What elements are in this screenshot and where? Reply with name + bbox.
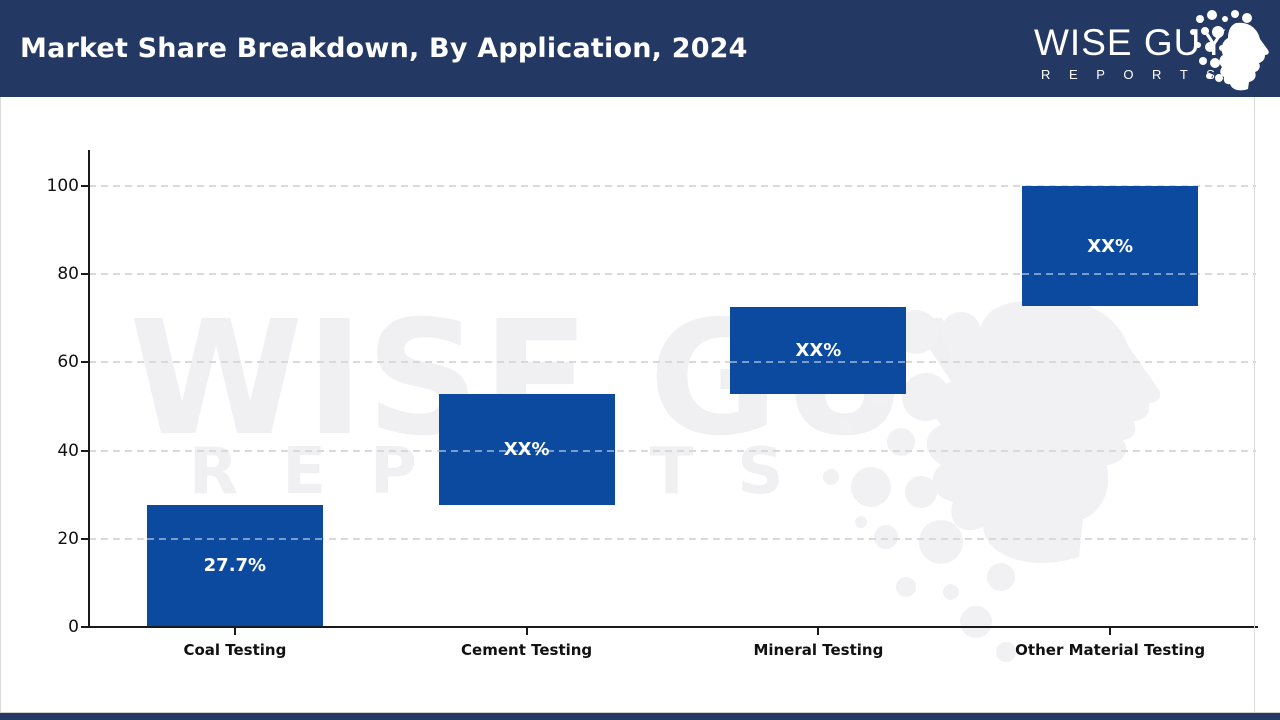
logo-wordmark: WISE GUY bbox=[1034, 22, 1227, 63]
gridline-over-bar bbox=[1022, 273, 1199, 276]
brand-logo: WISE GUY R E P O R T S bbox=[1034, 10, 1269, 91]
x-tick-mark bbox=[817, 628, 820, 635]
bar-value-label: XX% bbox=[503, 438, 550, 460]
logo-subtext: R E P O R T S bbox=[1041, 67, 1222, 82]
y-tick-label: 20 bbox=[57, 528, 79, 549]
y-tick-label: 60 bbox=[57, 352, 79, 373]
gridline bbox=[89, 361, 1256, 364]
header: Market Share Breakdown, By Application, … bbox=[0, 0, 1280, 97]
bar-value-label: XX% bbox=[1087, 235, 1134, 257]
bar-segment: XX% bbox=[730, 307, 907, 395]
panel-border bbox=[1254, 97, 1255, 712]
y-tick-label: 80 bbox=[57, 264, 79, 285]
y-tick-mark bbox=[81, 361, 88, 364]
x-category-label: Other Material Testing bbox=[1015, 641, 1206, 659]
y-tick-mark bbox=[81, 273, 88, 276]
gridline-over-bar bbox=[730, 361, 907, 364]
footer-bar bbox=[0, 712, 1280, 720]
x-tick-mark bbox=[1109, 628, 1112, 635]
y-tick-label: 100 bbox=[46, 176, 79, 196]
bar-segment: XX% bbox=[438, 394, 615, 505]
x-tick-mark bbox=[233, 628, 236, 635]
chart-title: Market Share Breakdown, By Application, … bbox=[20, 33, 748, 64]
y-tick-mark bbox=[81, 449, 88, 452]
y-tick-label: 40 bbox=[57, 440, 79, 461]
y-tick-mark bbox=[81, 185, 88, 187]
gridline bbox=[89, 273, 1256, 276]
logo-dot-head-icon bbox=[1190, 10, 1269, 91]
plot-area: 27.7% XX% XX% XX% bbox=[89, 185, 1256, 627]
y-axis-line bbox=[88, 150, 90, 628]
bar-value-label: XX% bbox=[795, 340, 842, 362]
x-category-label: Coal Testing bbox=[183, 641, 287, 659]
gridline-over-bar bbox=[146, 537, 323, 540]
gridline-over-bar bbox=[438, 449, 615, 452]
gridline bbox=[89, 537, 1256, 540]
x-axis-line bbox=[88, 626, 1258, 628]
bar-segment: XX% bbox=[1022, 186, 1199, 307]
x-category-label: Cement Testing bbox=[461, 641, 593, 659]
y-tick-label: 0 bbox=[68, 617, 79, 637]
y-tick-mark bbox=[81, 537, 88, 540]
bar-value-label: 27.7% bbox=[203, 555, 267, 577]
bar-segment: 27.7% bbox=[146, 504, 323, 627]
gridline bbox=[89, 185, 1256, 187]
gridline bbox=[89, 449, 1256, 452]
x-category-label: Mineral Testing bbox=[753, 641, 884, 659]
x-tick-mark bbox=[525, 628, 528, 635]
y-tick-mark bbox=[81, 626, 88, 628]
